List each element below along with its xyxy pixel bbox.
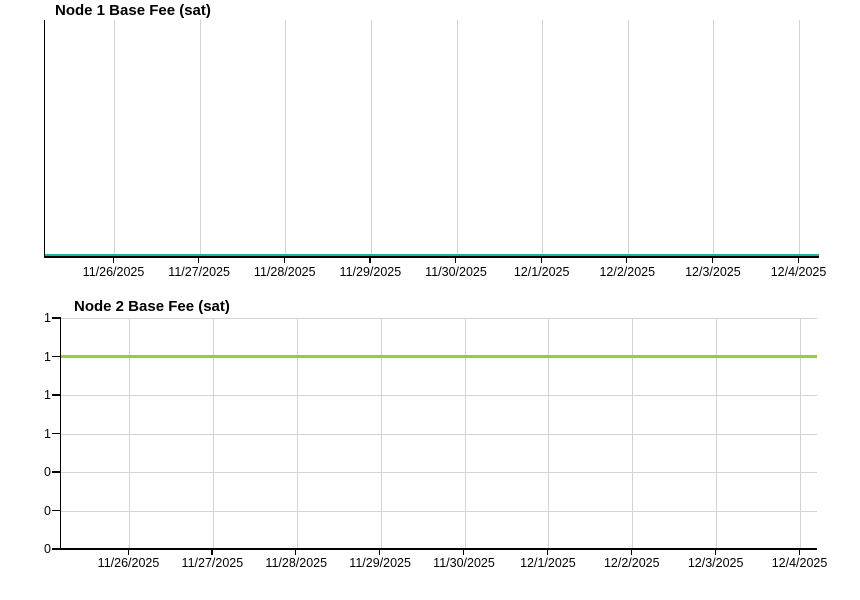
- x-tick: [379, 549, 381, 555]
- v-gridline: [632, 318, 634, 548]
- x-tick: [455, 257, 457, 263]
- x-tick: [127, 549, 129, 555]
- x-tick: [630, 549, 632, 555]
- y-tick: [52, 394, 61, 396]
- x-tick-label: 12/1/2025: [513, 264, 570, 279]
- h-gridline: [61, 433, 817, 435]
- x-tick: [714, 549, 716, 555]
- y-tick-label: 1: [44, 311, 51, 325]
- y-tick: [52, 355, 61, 358]
- series-line-node1: [44, 253, 819, 256]
- x-tick-label: 11/28/2025: [253, 264, 316, 279]
- v-gridline: [285, 20, 287, 256]
- x-tick: [211, 549, 213, 555]
- v-gridline: [114, 20, 115, 256]
- x-tick-label: 11/27/2025: [181, 556, 244, 570]
- v-gridline: [212, 318, 214, 548]
- v-gridline: [542, 20, 544, 256]
- v-gridline: [296, 318, 298, 548]
- h-gridline: [61, 510, 817, 512]
- y-tick: [52, 432, 61, 435]
- x-tick-label: 11/29/2025: [339, 264, 402, 279]
- node1-chart-title: Node 1 Base Fee (sat): [55, 2, 211, 19]
- x-tick: [540, 257, 542, 263]
- v-gridline: [456, 20, 458, 256]
- x-tick-label: 11/26/2025: [82, 264, 145, 279]
- v-gridline: [716, 318, 718, 548]
- node1-plot-area: [43, 20, 819, 258]
- x-tick-label: 12/4/2025: [770, 264, 827, 279]
- v-gridline: [370, 20, 372, 256]
- x-tick: [711, 257, 714, 263]
- x-tick-label: 12/3/2025: [685, 264, 741, 279]
- v-gridline: [129, 318, 130, 548]
- v-gridline: [380, 318, 382, 548]
- y-tick-label: 1: [44, 426, 51, 441]
- x-tick-label: 11/30/2025: [425, 264, 487, 279]
- y-tick-label: 0: [44, 465, 51, 479]
- v-gridline: [800, 318, 801, 548]
- v-gridline: [464, 318, 466, 548]
- v-gridline: [548, 318, 550, 548]
- x-tick: [797, 257, 799, 263]
- y-tick-label: 1: [44, 349, 51, 364]
- x-tick: [626, 257, 628, 263]
- x-tick: [546, 549, 549, 555]
- h-gridline: [61, 395, 817, 396]
- x-tick: [283, 257, 285, 263]
- x-tick: [369, 257, 371, 263]
- x-tick-label: 11/30/2025: [433, 556, 495, 570]
- x-tick: [112, 257, 114, 263]
- x-tick: [198, 257, 200, 263]
- x-tick-label: 12/1/2025: [520, 556, 576, 570]
- x-tick-label: 11/29/2025: [349, 556, 411, 570]
- x-tick: [295, 549, 297, 555]
- y-tick-label: 1: [44, 388, 51, 402]
- y-tick: [52, 317, 61, 319]
- x-tick: [463, 549, 465, 555]
- x-tick-label: 11/28/2025: [265, 556, 328, 570]
- x-tick: [798, 549, 800, 555]
- v-gridline: [799, 20, 800, 256]
- v-gridline: [199, 20, 201, 256]
- v-gridline: [627, 20, 629, 256]
- node2-chart-title: Node 2 Base Fee (sat): [74, 298, 230, 315]
- h-gridline: [61, 318, 817, 319]
- y-tick: [52, 548, 61, 550]
- x-tick-label: 12/2/2025: [599, 264, 656, 279]
- x-tick-label: 12/2/2025: [603, 556, 660, 570]
- x-tick-label: 11/27/2025: [168, 264, 230, 279]
- h-gridline: [61, 472, 817, 473]
- y-tick: [52, 509, 61, 512]
- series-line-node2: [61, 355, 817, 358]
- y-tick: [52, 471, 61, 473]
- x-tick-label: 12/3/2025: [687, 556, 744, 570]
- y-tick-label: 0: [44, 503, 51, 518]
- y-tick-label: 0: [44, 542, 51, 556]
- x-tick-label: 11/26/2025: [97, 556, 160, 570]
- x-tick-label: 12/4/2025: [771, 556, 828, 570]
- node2-plot-area: [60, 318, 817, 550]
- v-gridline: [713, 20, 715, 256]
